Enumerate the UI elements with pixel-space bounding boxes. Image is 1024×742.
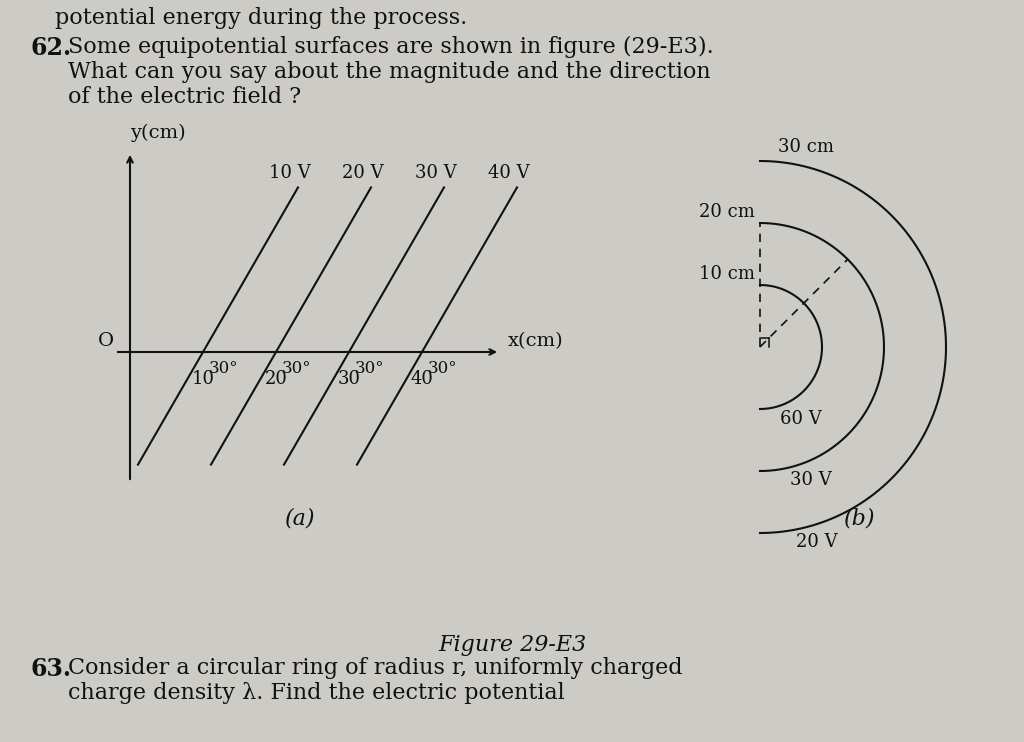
Text: 20: 20 (264, 370, 288, 388)
Text: 62.: 62. (30, 36, 71, 60)
Text: What can you say about the magnitude and the direction: What can you say about the magnitude and… (68, 61, 711, 83)
Text: of the electric field ?: of the electric field ? (68, 86, 301, 108)
Text: 30°: 30° (428, 360, 458, 377)
Text: potential energy during the process.: potential energy during the process. (55, 7, 467, 29)
Text: 30 V: 30 V (790, 471, 831, 489)
Text: 30 V: 30 V (415, 165, 457, 183)
Text: (b): (b) (844, 507, 876, 529)
Text: 20 V: 20 V (797, 533, 838, 551)
Text: 10 V: 10 V (269, 165, 311, 183)
Text: 10: 10 (191, 370, 214, 388)
Text: 20 V: 20 V (342, 165, 384, 183)
Text: 40: 40 (411, 370, 433, 388)
Text: O: O (98, 332, 114, 350)
Text: 63.: 63. (30, 657, 71, 681)
Text: (a): (a) (285, 507, 315, 529)
Text: 30°: 30° (209, 360, 239, 377)
Text: charge density λ. Find the electric potential: charge density λ. Find the electric pote… (68, 682, 565, 704)
Text: 60 V: 60 V (780, 410, 822, 428)
Text: 20 cm: 20 cm (699, 203, 755, 221)
Text: 30°: 30° (282, 360, 311, 377)
Text: 30°: 30° (355, 360, 385, 377)
Text: 10 cm: 10 cm (699, 265, 755, 283)
Text: x(cm): x(cm) (508, 332, 563, 350)
Text: y(cm): y(cm) (130, 124, 185, 142)
Text: Some equipotential surfaces are shown in figure (29-E3).: Some equipotential surfaces are shown in… (68, 36, 714, 58)
Text: 30 cm: 30 cm (778, 138, 834, 156)
Text: Consider a circular ring of radius r, uniformly charged: Consider a circular ring of radius r, un… (68, 657, 683, 679)
Text: Figure 29-E3: Figure 29-E3 (438, 634, 586, 656)
Text: 30: 30 (338, 370, 360, 388)
Text: 40 V: 40 V (488, 165, 529, 183)
